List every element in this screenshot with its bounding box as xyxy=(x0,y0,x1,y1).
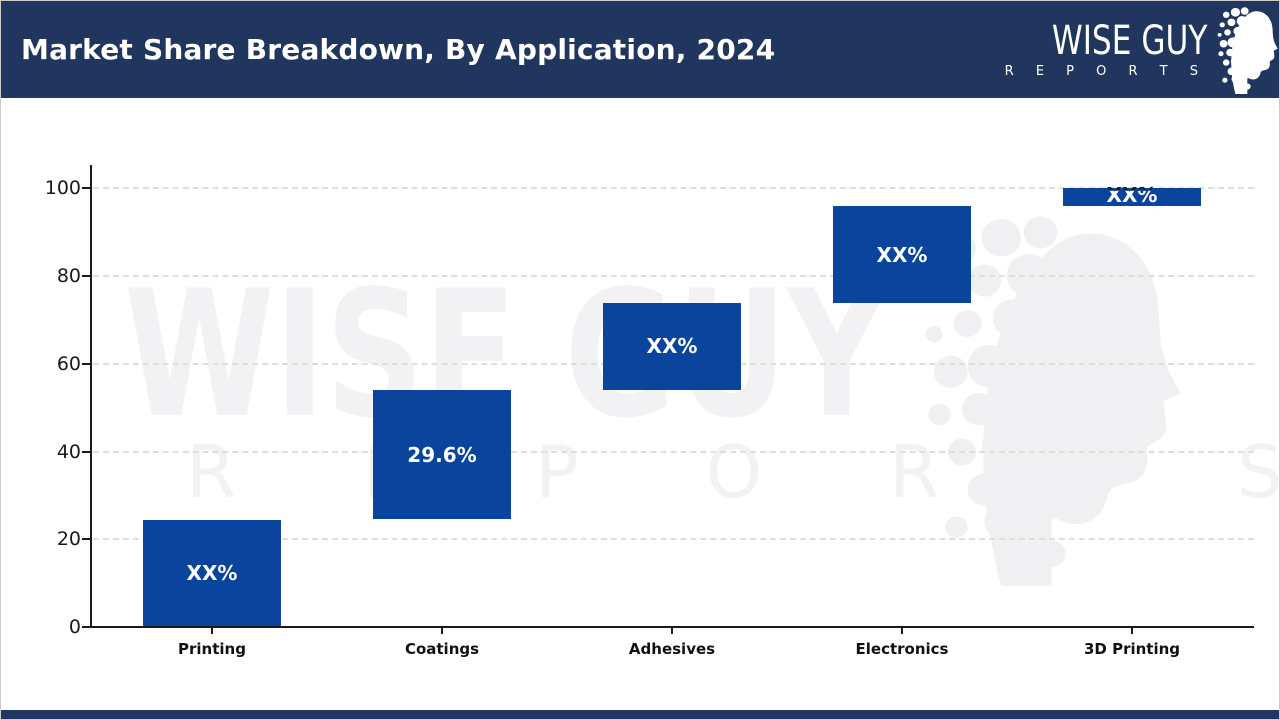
x-tick-mark xyxy=(1131,627,1133,634)
x-tick-mark xyxy=(901,627,903,634)
x-axis-line xyxy=(90,626,1254,628)
waterfall-bar-adhesives xyxy=(603,302,741,390)
x-tick-mark xyxy=(211,627,213,634)
x-category-label-adhesives: Adhesives xyxy=(628,640,716,658)
footer-bar xyxy=(1,710,1279,719)
x-category-label-printing: Printing xyxy=(178,640,246,658)
bar-value-label-text: XX% xyxy=(646,334,698,359)
bar-value-label-text: XX% xyxy=(1106,183,1158,208)
waterfall-bar-printing xyxy=(143,519,281,627)
waterfall-bar-coatings xyxy=(373,389,511,520)
bar-value-label-3d-printing: XX% XX% xyxy=(1063,181,1201,209)
header-bar: Market Share Breakdown, By Application, … xyxy=(1,1,1279,98)
gridline-40 xyxy=(93,450,1254,453)
x-tick-mark xyxy=(671,627,673,634)
y-tick-mark xyxy=(82,187,91,190)
waterfall-bar-3d-printing xyxy=(1063,188,1201,207)
bar-value-label-electronics: XX% xyxy=(833,241,971,269)
x-category-label-coatings: Coatings xyxy=(404,640,480,658)
logo-wordmark: WISE GUY R E P O R T S xyxy=(1005,21,1207,79)
logo-head-icon xyxy=(1217,6,1278,94)
logo-wordmark-line2: R E P O R T S xyxy=(1004,63,1207,79)
y-tick-label: 100 xyxy=(44,177,81,200)
y-tick-label: 80 xyxy=(56,265,81,287)
x-tick-mark xyxy=(441,627,443,634)
bar-value-label-text: 29.6% xyxy=(407,442,477,467)
y-tick-mark xyxy=(82,362,91,365)
y-tick-label: 20 xyxy=(56,528,81,551)
y-axis-line xyxy=(90,165,92,628)
bar-value-label-printing: XX% xyxy=(143,559,281,587)
bar-value-label-text: XX% xyxy=(876,242,928,267)
page-title: Market Share Breakdown, By Application, … xyxy=(21,33,776,66)
bar-value-label-adhesives: XX% xyxy=(603,332,741,360)
gridline-20 xyxy=(93,538,1254,541)
gridline-100 xyxy=(93,187,1254,190)
x-category-label-3d-printing: 3D Printing xyxy=(1083,640,1181,658)
gridline-80 xyxy=(93,275,1254,277)
y-tick-mark xyxy=(82,275,91,277)
y-tick-label: 60 xyxy=(56,352,81,375)
bar-value-label-coatings: 29.6% xyxy=(373,441,511,469)
logo-wordmark-line1: WISE GUY xyxy=(1051,17,1207,64)
y-tick-mark xyxy=(82,538,91,541)
x-category-label-electronics: Electronics xyxy=(855,640,949,658)
y-tick-mark xyxy=(82,450,91,453)
bar-value-label-text: XX% xyxy=(1106,183,1158,208)
wise-guy-reports-logo: WISE GUY R E P O R T S xyxy=(1005,6,1279,94)
y-tick-mark xyxy=(82,626,91,628)
bar-value-label-text: XX% xyxy=(186,561,238,586)
y-tick-label: 0 xyxy=(68,616,81,638)
y-tick-label: 40 xyxy=(56,440,81,463)
